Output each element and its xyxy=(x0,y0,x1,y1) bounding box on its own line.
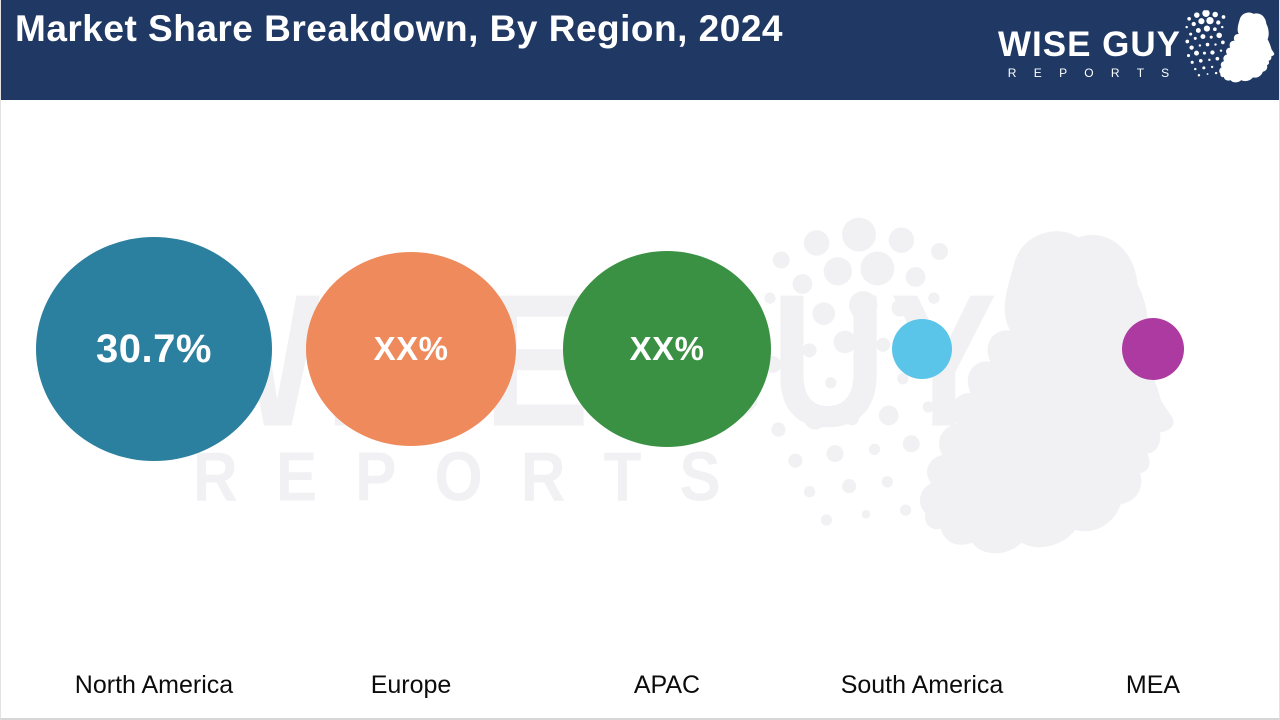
logo-wordmark: WISE GUY xyxy=(997,25,1181,64)
category-label-south-america: South America xyxy=(840,671,1004,699)
logo-subtitle: R E P O R T S xyxy=(1007,66,1177,80)
watermark-subtitle: REPORTS xyxy=(193,439,759,517)
logo-text: WISE GUY R E P O R T S xyxy=(998,27,1181,80)
category-label-apac: APAC xyxy=(633,671,701,699)
logo-head-icon xyxy=(1183,5,1275,89)
category-label-europe: Europe xyxy=(370,671,452,699)
header-bar: Market Share Breakdown, By Region, 2024 … xyxy=(1,0,1279,100)
wiseguy-logo: WISE GUY R E P O R T S xyxy=(998,5,1275,89)
category-label-mea: MEA xyxy=(1125,671,1181,699)
page-title: Market Share Breakdown, By Region, 2024 xyxy=(15,8,783,49)
watermark-head-icon xyxy=(753,216,1177,564)
category-label-north-america: North America xyxy=(74,671,234,699)
